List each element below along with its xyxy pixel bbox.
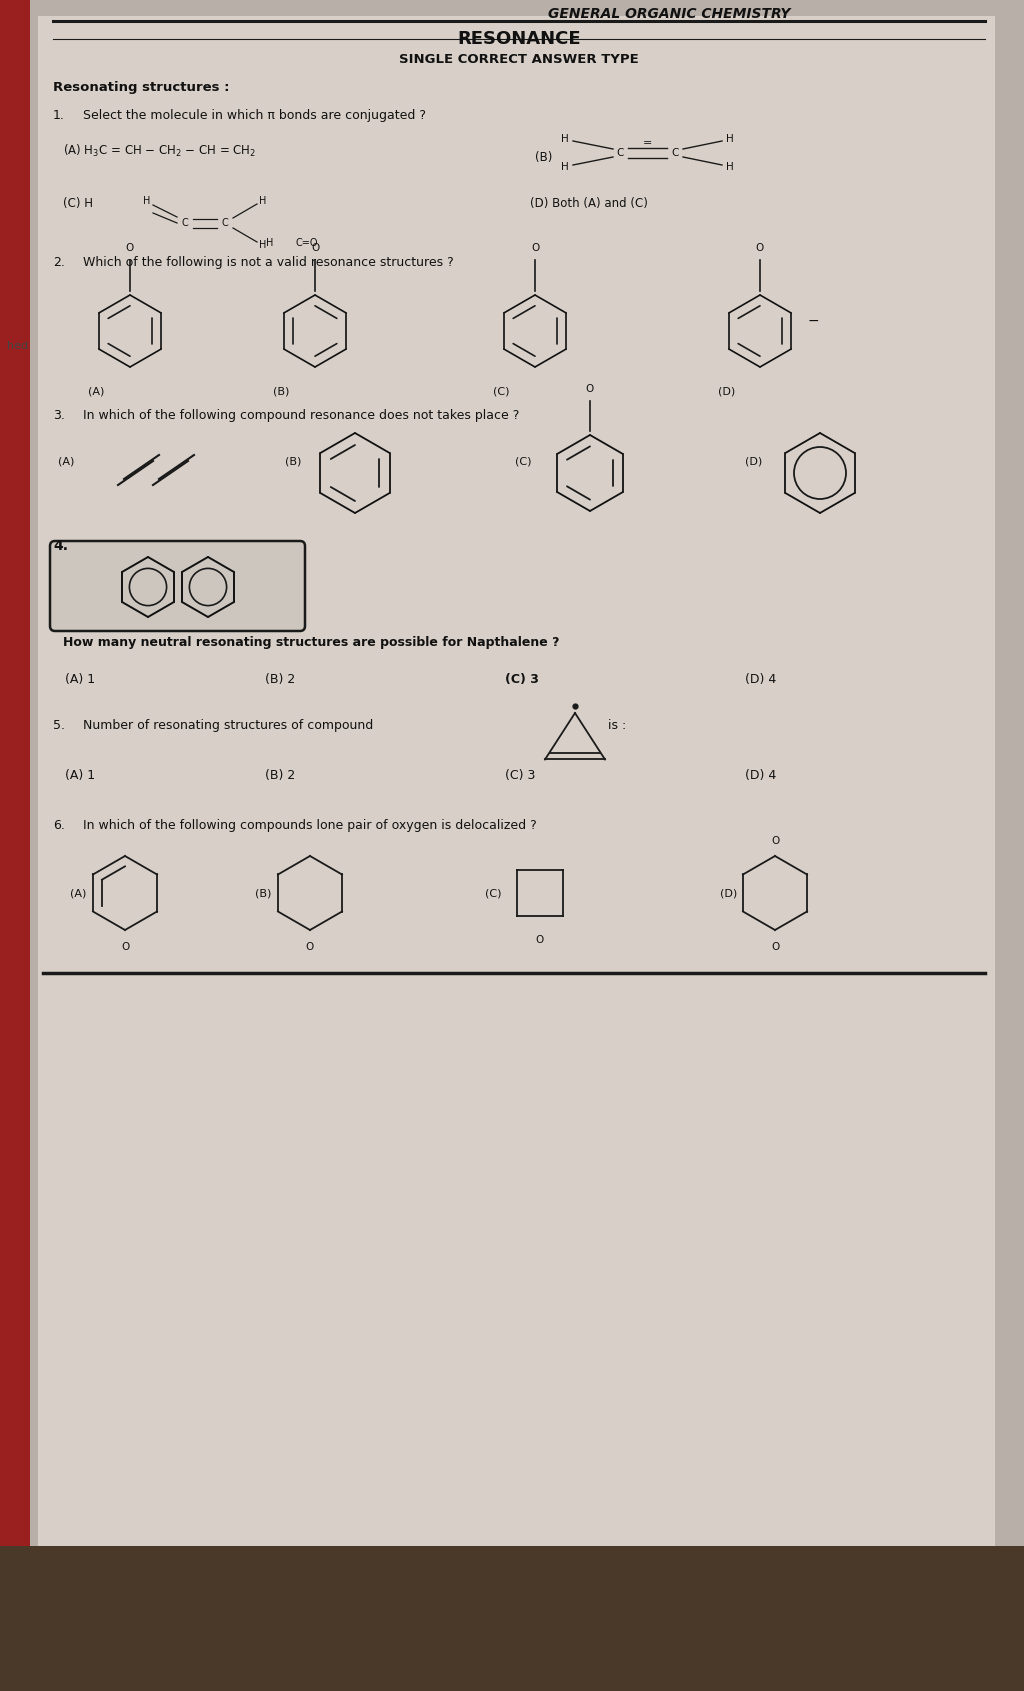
Text: C: C	[221, 218, 228, 228]
Text: −: −	[808, 315, 819, 328]
Text: (C) 3: (C) 3	[505, 673, 539, 687]
Text: Resonating structures :: Resonating structures :	[53, 81, 229, 95]
Text: C=O: C=O	[295, 238, 317, 249]
Text: O: O	[771, 835, 779, 846]
Text: 5.: 5.	[53, 719, 65, 732]
Text: (B) 2: (B) 2	[265, 673, 295, 687]
Text: O: O	[536, 935, 544, 945]
Text: (D): (D)	[745, 457, 762, 467]
Text: 1.: 1.	[53, 108, 65, 122]
Text: GENERAL ORGANIC CHEMISTRY: GENERAL ORGANIC CHEMISTRY	[548, 7, 791, 20]
Text: (B): (B)	[535, 150, 552, 164]
Text: (A): (A)	[88, 386, 104, 396]
Text: H: H	[259, 240, 266, 250]
Text: (D): (D)	[718, 386, 735, 396]
Text: (B): (B)	[273, 386, 290, 396]
Text: (D): (D)	[720, 888, 737, 898]
Text: Select the molecule in which π bonds are conjugated ?: Select the molecule in which π bonds are…	[83, 108, 426, 122]
Text: (A) 1: (A) 1	[65, 673, 95, 687]
Text: (A) 1: (A) 1	[65, 769, 95, 781]
Text: (C): (C)	[515, 457, 531, 467]
Text: (A): (A)	[70, 888, 86, 898]
Text: SINGLE CORRECT ANSWER TYPE: SINGLE CORRECT ANSWER TYPE	[399, 52, 639, 66]
Text: O: O	[756, 244, 764, 254]
Text: In which of the following compounds lone pair of oxygen is delocalized ?: In which of the following compounds lone…	[83, 818, 537, 832]
Text: C: C	[616, 149, 624, 157]
Text: (C): (C)	[485, 888, 502, 898]
Text: C: C	[672, 149, 679, 157]
Text: (D) 4: (D) 4	[745, 673, 776, 687]
Text: H: H	[561, 134, 569, 144]
Text: RESONANCE: RESONANCE	[457, 30, 581, 47]
Text: (C): (C)	[493, 386, 510, 396]
Text: 4.: 4.	[53, 539, 68, 553]
Text: (D) 4: (D) 4	[745, 769, 776, 781]
Text: (B) 2: (B) 2	[265, 769, 295, 781]
Text: 3.: 3.	[53, 409, 65, 423]
Text: Which of the following is not a valid resonance structures ?: Which of the following is not a valid re…	[83, 255, 454, 269]
Text: hed: hed	[7, 342, 29, 352]
Text: (D) Both (A) and (C): (D) Both (A) and (C)	[530, 196, 648, 210]
Text: (C) 3: (C) 3	[505, 769, 536, 781]
Text: O: O	[306, 942, 314, 952]
Text: O: O	[121, 942, 129, 952]
Text: H: H	[266, 238, 273, 249]
Text: (B): (B)	[255, 888, 271, 898]
FancyBboxPatch shape	[38, 15, 995, 1686]
Text: O: O	[126, 244, 134, 254]
Text: (B): (B)	[285, 457, 301, 467]
Text: How many neutral resonating structures are possible for Napthalene ?: How many neutral resonating structures a…	[63, 636, 559, 649]
FancyBboxPatch shape	[50, 541, 305, 631]
Text: (A) H$_3$C = CH $-$ CH$_2$ $-$ CH = CH$_2$: (A) H$_3$C = CH $-$ CH$_2$ $-$ CH = CH$_…	[63, 144, 256, 159]
Text: O: O	[771, 942, 779, 952]
Text: H: H	[561, 162, 569, 172]
Text: H: H	[726, 134, 734, 144]
Text: 6.: 6.	[53, 818, 65, 832]
Text: H: H	[726, 162, 734, 172]
Text: H: H	[143, 196, 151, 206]
FancyBboxPatch shape	[0, 1546, 1024, 1691]
Text: O: O	[530, 244, 539, 254]
Text: C: C	[181, 218, 188, 228]
FancyBboxPatch shape	[0, 0, 30, 1691]
Text: =: =	[643, 139, 652, 149]
Text: is :: is :	[608, 719, 627, 732]
Text: In which of the following compound resonance does not takes place ?: In which of the following compound reson…	[83, 409, 519, 423]
Text: O: O	[586, 384, 594, 394]
Text: O: O	[311, 244, 319, 254]
Text: 2.: 2.	[53, 255, 65, 269]
Text: H: H	[259, 196, 266, 206]
Text: (A): (A)	[58, 457, 75, 467]
Text: Number of resonating structures of compound: Number of resonating structures of compo…	[83, 719, 374, 732]
Text: (C) H: (C) H	[63, 196, 93, 210]
